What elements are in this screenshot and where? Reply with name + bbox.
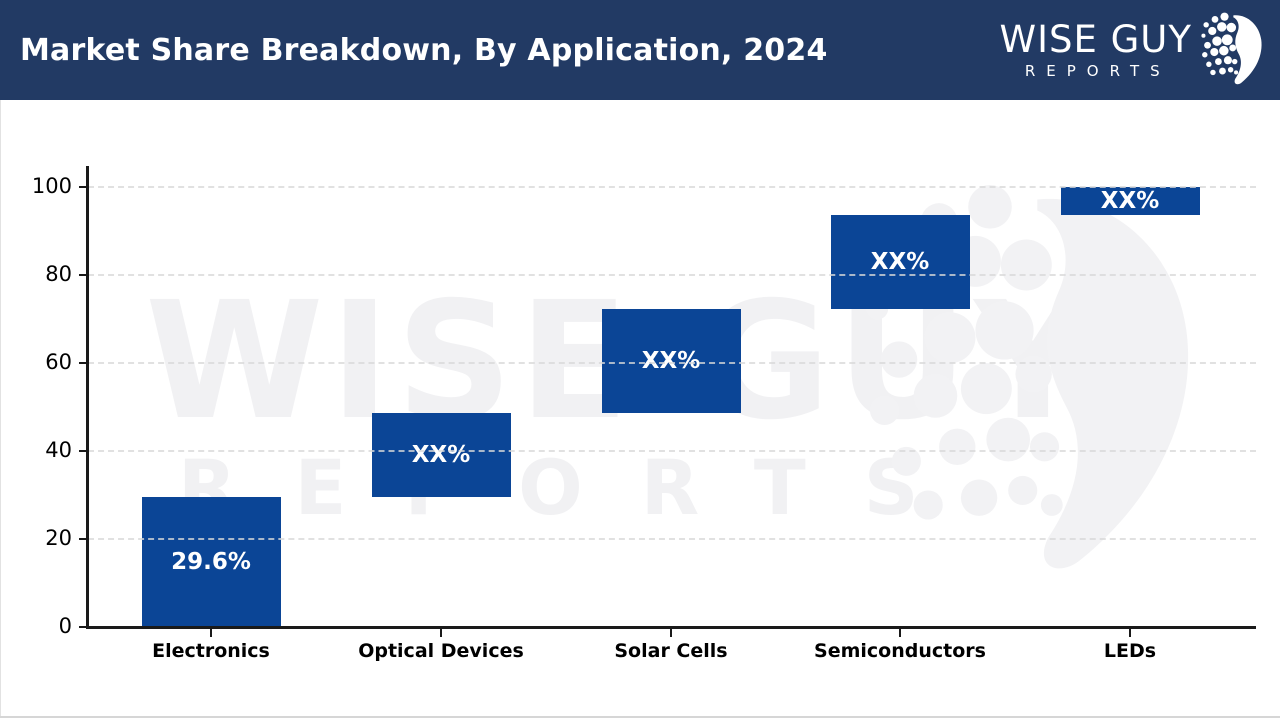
x-tick-3 bbox=[899, 629, 901, 637]
logo-wordmark: WISE GUY bbox=[999, 18, 1192, 61]
x-label-leds: LEDs bbox=[1103, 640, 1157, 662]
left-edge-border bbox=[0, 100, 1, 717]
gridline-100 bbox=[88, 186, 1256, 188]
bar-value-label: XX% bbox=[870, 249, 930, 276]
gridline-60 bbox=[88, 362, 1256, 364]
watermark-subtext: REPORTS bbox=[178, 443, 977, 532]
bar-value-label: XX% bbox=[641, 348, 701, 374]
y-tick-label-0: 0 bbox=[58, 614, 72, 638]
x-tick-4 bbox=[1129, 629, 1131, 637]
x-label-optical-devices: Optical Devices bbox=[358, 640, 524, 662]
y-tick-label-40: 40 bbox=[45, 438, 72, 462]
bar-solar-cells: XX% bbox=[601, 308, 741, 414]
x-tick-0 bbox=[210, 629, 212, 637]
chart-title: Market Share Breakdown, By Application, … bbox=[20, 32, 828, 68]
x-tick-1 bbox=[440, 629, 442, 637]
logo-wordmark-block: WISE GUY REPORTS bbox=[1000, 21, 1192, 79]
bar-semiconductors: XX% bbox=[830, 215, 970, 309]
bar-value-label: XX% bbox=[411, 441, 471, 468]
gridline-40 bbox=[88, 450, 1256, 452]
y-tick-40 bbox=[79, 450, 88, 452]
gridline-20 bbox=[88, 538, 1256, 540]
y-axis-line bbox=[86, 166, 89, 629]
bottom-divider bbox=[0, 716, 1280, 718]
x-axis-line bbox=[86, 626, 1256, 629]
y-tick-80 bbox=[79, 274, 88, 276]
y-tick-label-100: 100 bbox=[31, 174, 72, 198]
y-tick-0 bbox=[79, 626, 88, 628]
logo-head-icon bbox=[1201, 12, 1262, 85]
bar-electronics: 29.6% bbox=[141, 496, 281, 627]
y-tick-label-80: 80 bbox=[45, 262, 72, 286]
logo-subtext: REPORTS bbox=[1024, 62, 1171, 80]
bar-leds: XX% bbox=[1060, 187, 1200, 216]
y-tick-60 bbox=[79, 362, 88, 364]
header-banner: Market Share Breakdown, By Application, … bbox=[0, 0, 1280, 100]
bar-value-label: 29.6% bbox=[171, 548, 251, 575]
gridline-80 bbox=[88, 274, 1256, 276]
wise-guy-logo: WISE GUY REPORTS bbox=[1000, 8, 1266, 92]
y-tick-label-20: 20 bbox=[45, 526, 72, 550]
y-tick-20 bbox=[79, 538, 88, 540]
x-label-electronics: Electronics bbox=[152, 640, 270, 662]
x-label-solar-cells: Solar Cells bbox=[614, 640, 728, 662]
x-label-semiconductors: Semiconductors bbox=[814, 640, 986, 662]
y-tick-100 bbox=[79, 186, 88, 188]
bar-optical-devices: XX% bbox=[371, 413, 511, 497]
y-tick-label-60: 60 bbox=[45, 350, 72, 374]
bar-value-label: XX% bbox=[1100, 188, 1160, 215]
x-tick-2 bbox=[670, 629, 672, 637]
